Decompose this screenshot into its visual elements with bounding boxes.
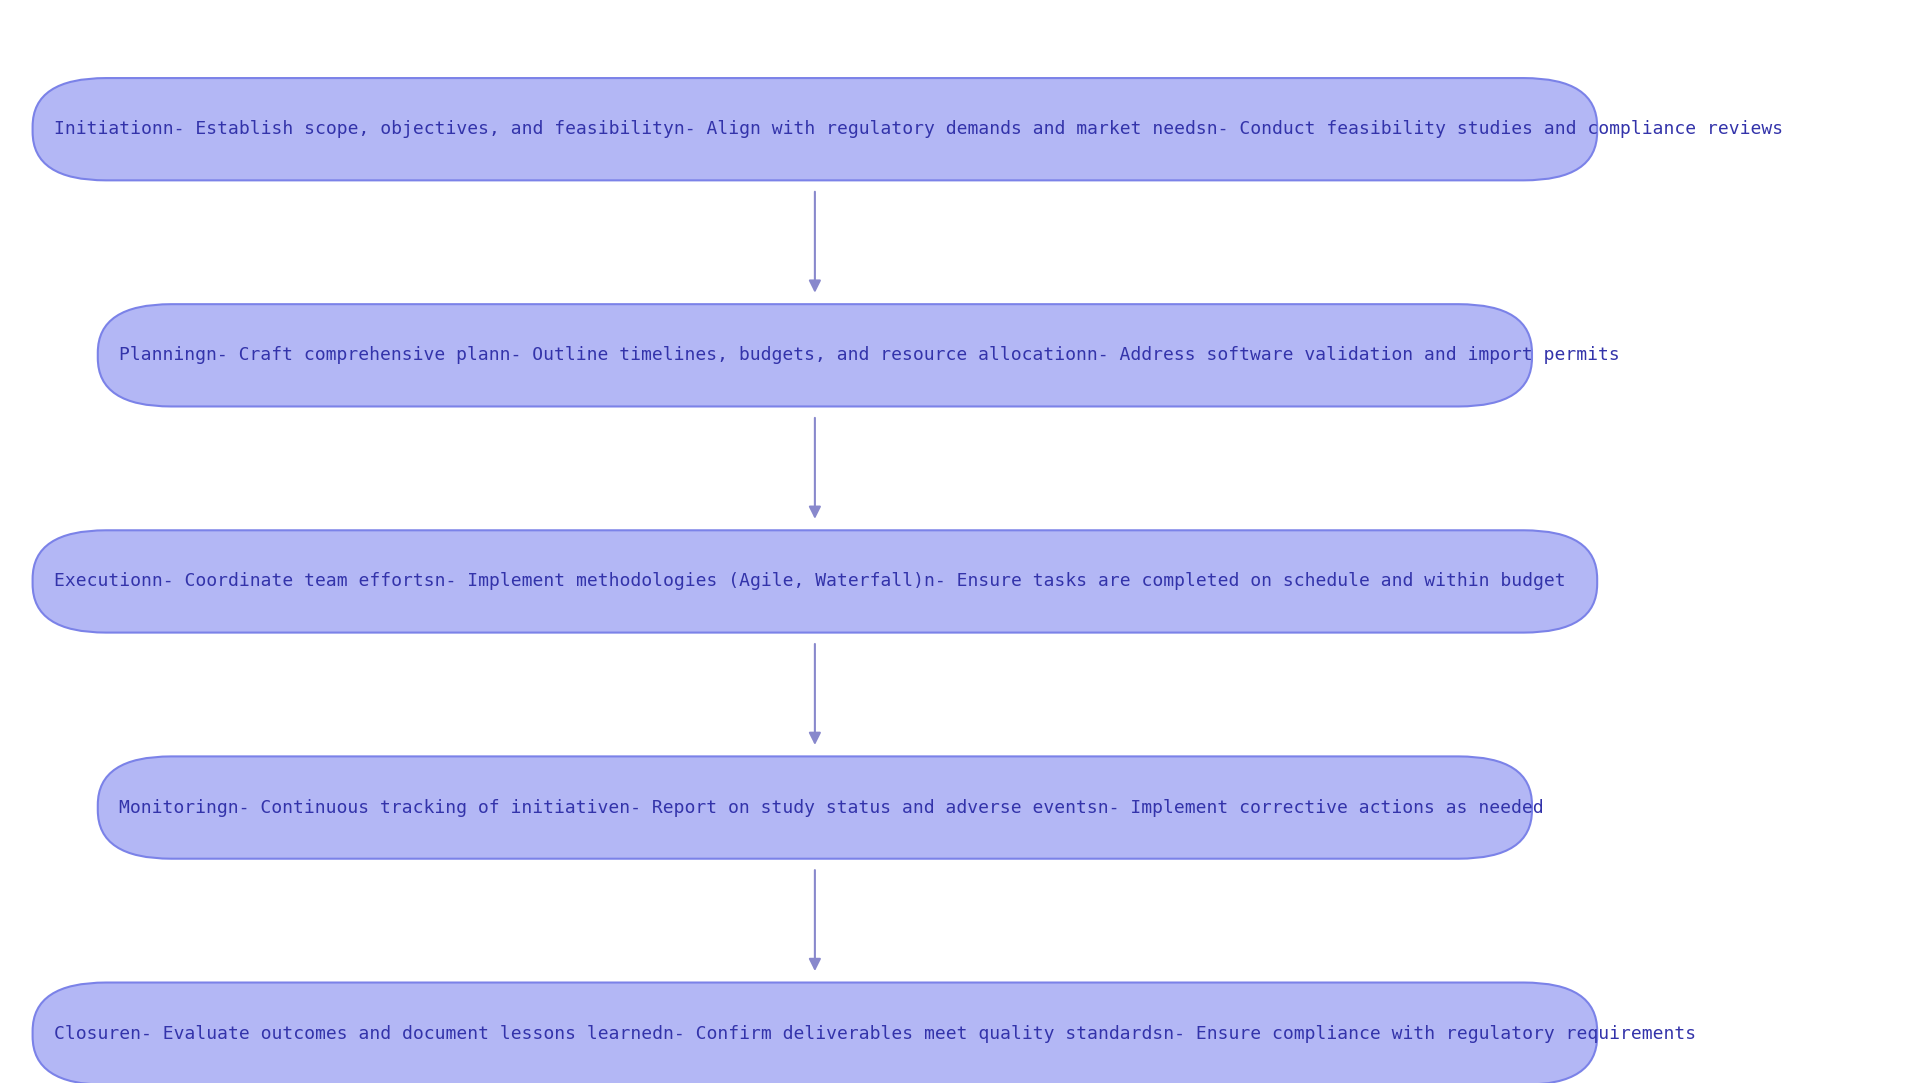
FancyBboxPatch shape: [98, 304, 1532, 406]
Text: Closuren- Evaluate outcomes and document lessons learnedn- Confirm deliverables : Closuren- Evaluate outcomes and document…: [54, 1025, 1695, 1043]
FancyBboxPatch shape: [33, 78, 1597, 181]
Text: Planningn- Craft comprehensive plann- Outline timelines, budgets, and resource a: Planningn- Craft comprehensive plann- Ou…: [119, 347, 1620, 364]
FancyBboxPatch shape: [33, 982, 1597, 1083]
FancyBboxPatch shape: [98, 756, 1532, 859]
Text: Initiationn- Establish scope, objectives, and feasibilityn- Align with regulator: Initiationn- Establish scope, objectives…: [54, 120, 1784, 139]
Text: Monitoringn- Continuous tracking of initiativen- Report on study status and adve: Monitoringn- Continuous tracking of init…: [119, 798, 1544, 817]
Text: Executionn- Coordinate team effortsn- Implement methodologies (Agile, Waterfall): Executionn- Coordinate team effortsn- Im…: [54, 573, 1565, 590]
FancyBboxPatch shape: [33, 531, 1597, 632]
